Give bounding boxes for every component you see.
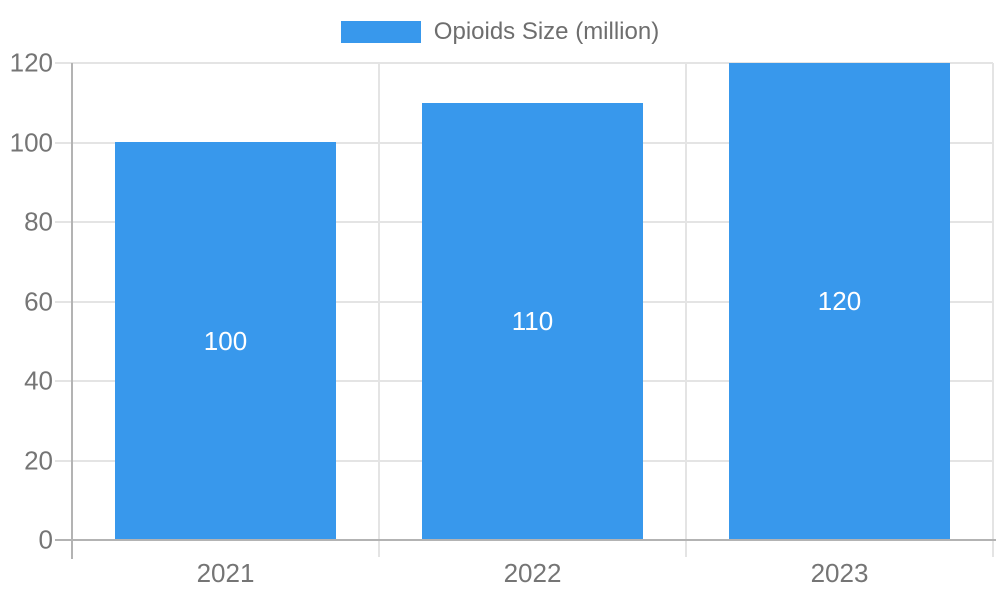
bar-2021[interactable]: 100	[115, 142, 336, 540]
plot-area: 100 110 120	[55, 62, 996, 559]
legend-item-opioids[interactable]: Opioids Size (million)	[340, 18, 660, 46]
bar-value-label-2021: 100	[203, 325, 248, 356]
y-tick-label-80: 80	[24, 206, 53, 237]
x-tick-label-2023: 2023	[810, 558, 869, 588]
legend-swatch	[340, 21, 421, 43]
gridline-v-2	[685, 63, 687, 557]
bar-2022[interactable]: 110	[422, 103, 643, 540]
y-tick-label-0: 0	[38, 524, 53, 555]
y-tick-label-120: 120	[9, 47, 53, 78]
bar-value-label-2023: 120	[817, 286, 862, 316]
bar-2023[interactable]: 120	[729, 63, 950, 540]
y-tick-label-60: 60	[24, 286, 53, 316]
bar-value-label-2022: 110	[511, 306, 554, 336]
y-tick-label-40: 40	[24, 365, 53, 396]
y-tick-label-100: 100	[9, 127, 53, 157]
legend-label: Opioids Size (million)	[433, 18, 660, 45]
gridline-v-3	[992, 63, 994, 557]
y-tick-label-20: 20	[24, 445, 53, 475]
chart-legend: Opioids Size (million)	[0, 17, 1000, 47]
x-tick-label-2022: 2022	[503, 558, 562, 588]
x-axis-line	[55, 539, 996, 541]
gridline-v-1	[378, 63, 380, 557]
x-tick-label-2021: 2021	[196, 558, 255, 588]
gridline-h-120	[55, 62, 993, 64]
y-axis-line	[71, 63, 73, 559]
